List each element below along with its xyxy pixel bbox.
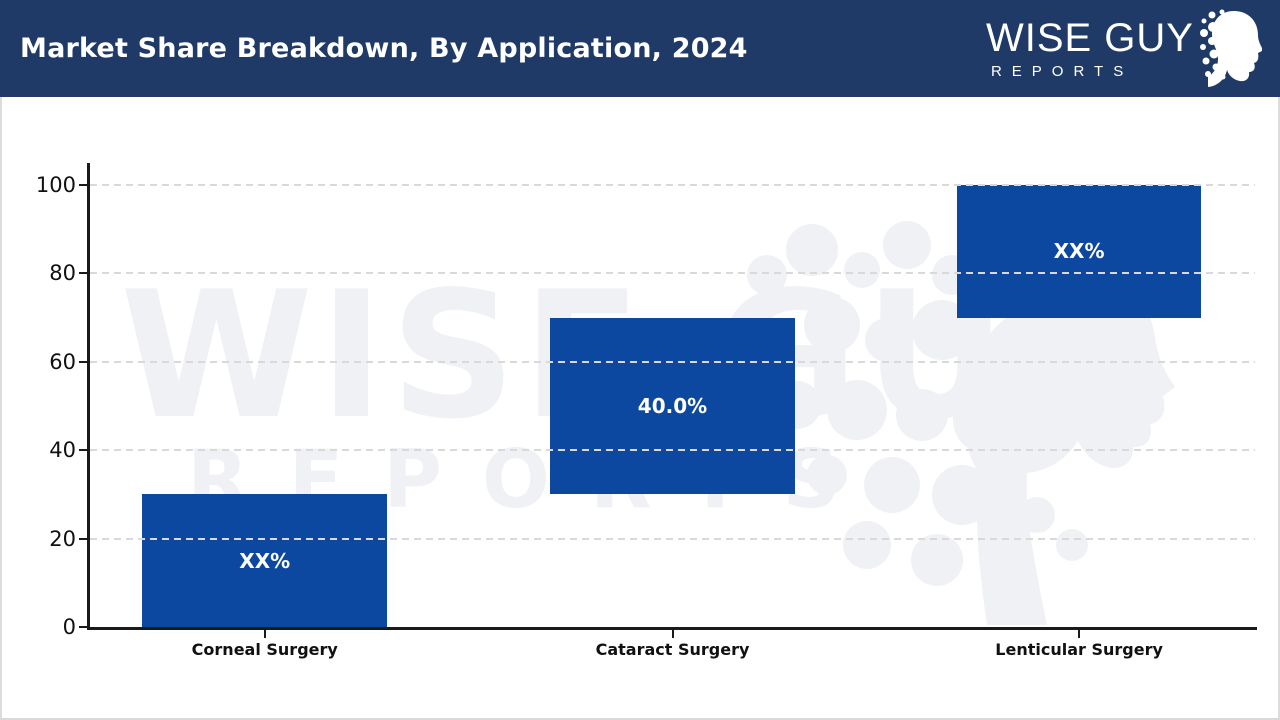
y-tick-label: 60 xyxy=(49,349,76,374)
y-tick-label: 40 xyxy=(49,438,76,463)
y-tick-label: 80 xyxy=(49,261,76,286)
bar-value-label: XX% xyxy=(239,548,291,573)
x-tick-mark xyxy=(671,630,674,638)
x-tick-mark xyxy=(1078,630,1081,638)
x-axis-line xyxy=(87,627,1257,630)
y-tick-mark xyxy=(79,272,88,275)
page-title: Market Share Breakdown, By Application, … xyxy=(20,33,748,64)
y-tick-label: 0 xyxy=(62,615,76,639)
bar-lenticular-surgery: XX% xyxy=(956,185,1202,318)
bar-cataract-surgery: 40.0% xyxy=(550,317,795,495)
x-tick-mark xyxy=(263,630,266,638)
plot-area: XX% 40.0% XX% xyxy=(90,163,1255,627)
bar-value-label: 40.0% xyxy=(637,394,708,419)
logo-text: WISE GUY REPORTS xyxy=(986,18,1194,80)
gridline-60 xyxy=(90,360,1255,363)
header: Market Share Breakdown, By Application, … xyxy=(0,0,1280,97)
x-category-label: Corneal Surgery xyxy=(191,640,338,659)
y-tick-mark xyxy=(79,537,88,540)
bar-corneal-surgery: XX% xyxy=(142,494,388,627)
y-axis-line xyxy=(87,163,90,630)
y-tick-mark xyxy=(79,184,88,187)
y-tick-mark xyxy=(79,626,88,628)
gridline-20 xyxy=(90,537,1255,540)
gridline-40 xyxy=(90,449,1255,452)
y-tick-label: 20 xyxy=(49,526,76,551)
y-tick-label: 100 xyxy=(35,173,76,198)
bar-value-label: XX% xyxy=(1053,239,1105,264)
gridline-80 xyxy=(90,272,1255,275)
brand-logo: WISE GUY REPORTS xyxy=(986,7,1262,91)
x-category-label: Cataract Surgery xyxy=(595,640,750,659)
gridline-100 xyxy=(90,184,1255,187)
y-tick-mark xyxy=(79,360,88,363)
logo-subtext: REPORTS xyxy=(990,62,1134,80)
logo-face-icon xyxy=(1200,9,1262,87)
x-category-label: Lenticular Surgery xyxy=(995,640,1163,659)
logo-wordmark: WISE GUY xyxy=(985,15,1194,60)
y-tick-mark xyxy=(79,449,88,452)
chart-canvas: WISE GUY REPORTS XX%40.0%XX% 02040608010… xyxy=(0,97,1280,720)
